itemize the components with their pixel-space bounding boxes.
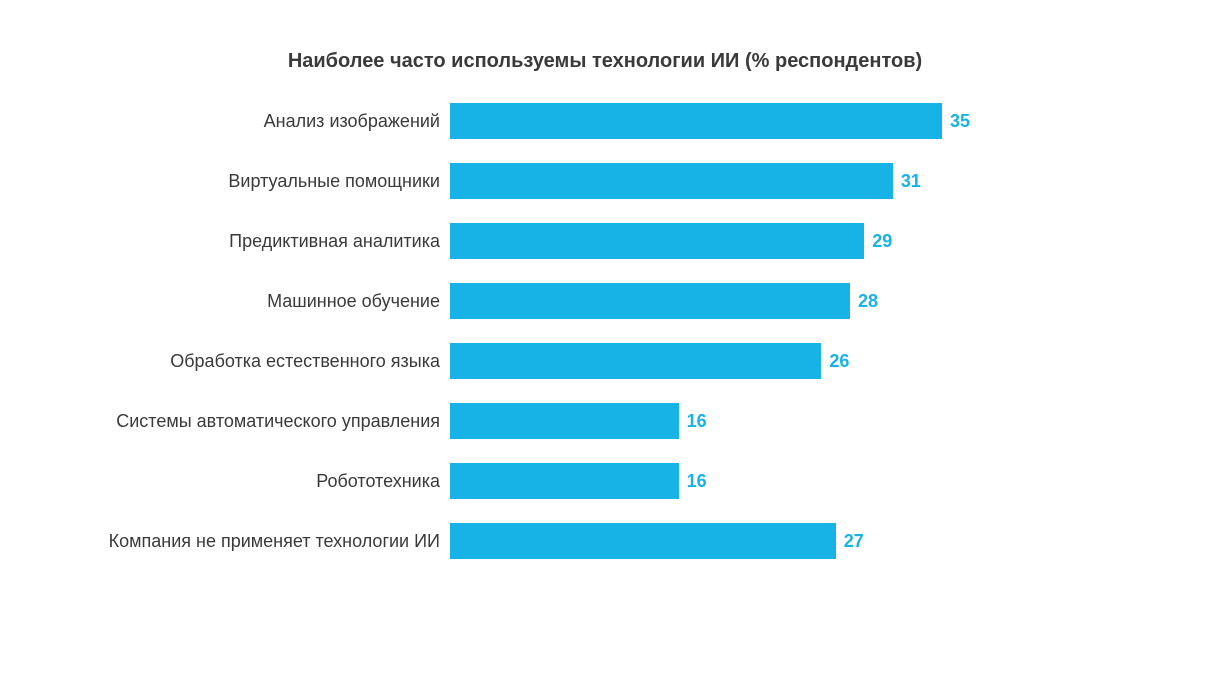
- bar: [450, 163, 893, 199]
- chart-row: Машинное обучение 28: [0, 283, 1210, 319]
- chart-row: Анализ изображений 35: [0, 103, 1210, 139]
- bar-value: 27: [844, 531, 864, 552]
- bar-area: 27: [450, 523, 970, 559]
- bar-area: 28: [450, 283, 970, 319]
- chart-title: Наиболее часто используемы технологии ИИ…: [0, 50, 1210, 73]
- category-label: Предиктивная аналитика: [0, 231, 450, 252]
- bar: [450, 343, 821, 379]
- bar-area: 29: [450, 223, 970, 259]
- chart-row: Робототехника 16: [0, 463, 1210, 499]
- bar-value: 16: [687, 411, 707, 432]
- bar: [450, 403, 679, 439]
- category-label: Робототехника: [0, 471, 450, 492]
- category-label: Анализ изображений: [0, 111, 450, 132]
- bar: [450, 283, 850, 319]
- bar-value: 26: [829, 351, 849, 372]
- chart-row: Компания не применяет технологии ИИ 27: [0, 523, 1210, 559]
- bar-value: 16: [687, 471, 707, 492]
- bar-value: 31: [901, 171, 921, 192]
- bar-area: 16: [450, 403, 970, 439]
- bar-area: 16: [450, 463, 970, 499]
- category-label: Системы автоматического управления: [0, 411, 450, 432]
- chart-row: Системы автоматического управления 16: [0, 403, 1210, 439]
- category-label: Машинное обучение: [0, 291, 450, 312]
- chart-row: Виртуальные помощники 31: [0, 163, 1210, 199]
- bar: [450, 223, 864, 259]
- bar-value: 28: [858, 291, 878, 312]
- bar-area: 35: [450, 103, 970, 139]
- bar-value: 29: [872, 231, 892, 252]
- bar-area: 26: [450, 343, 970, 379]
- chart-row: Обработка естественного языка 26: [0, 343, 1210, 379]
- bar: [450, 523, 836, 559]
- category-label: Обработка естественного языка: [0, 351, 450, 372]
- bar: [450, 103, 942, 139]
- bar-value: 35: [950, 111, 970, 132]
- chart-container: Наиболее часто используемы технологии ИИ…: [0, 50, 1210, 583]
- category-label: Виртуальные помощники: [0, 171, 450, 192]
- chart-row: Предиктивная аналитика 29: [0, 223, 1210, 259]
- bar-area: 31: [450, 163, 970, 199]
- bar: [450, 463, 679, 499]
- category-label: Компания не применяет технологии ИИ: [0, 531, 450, 552]
